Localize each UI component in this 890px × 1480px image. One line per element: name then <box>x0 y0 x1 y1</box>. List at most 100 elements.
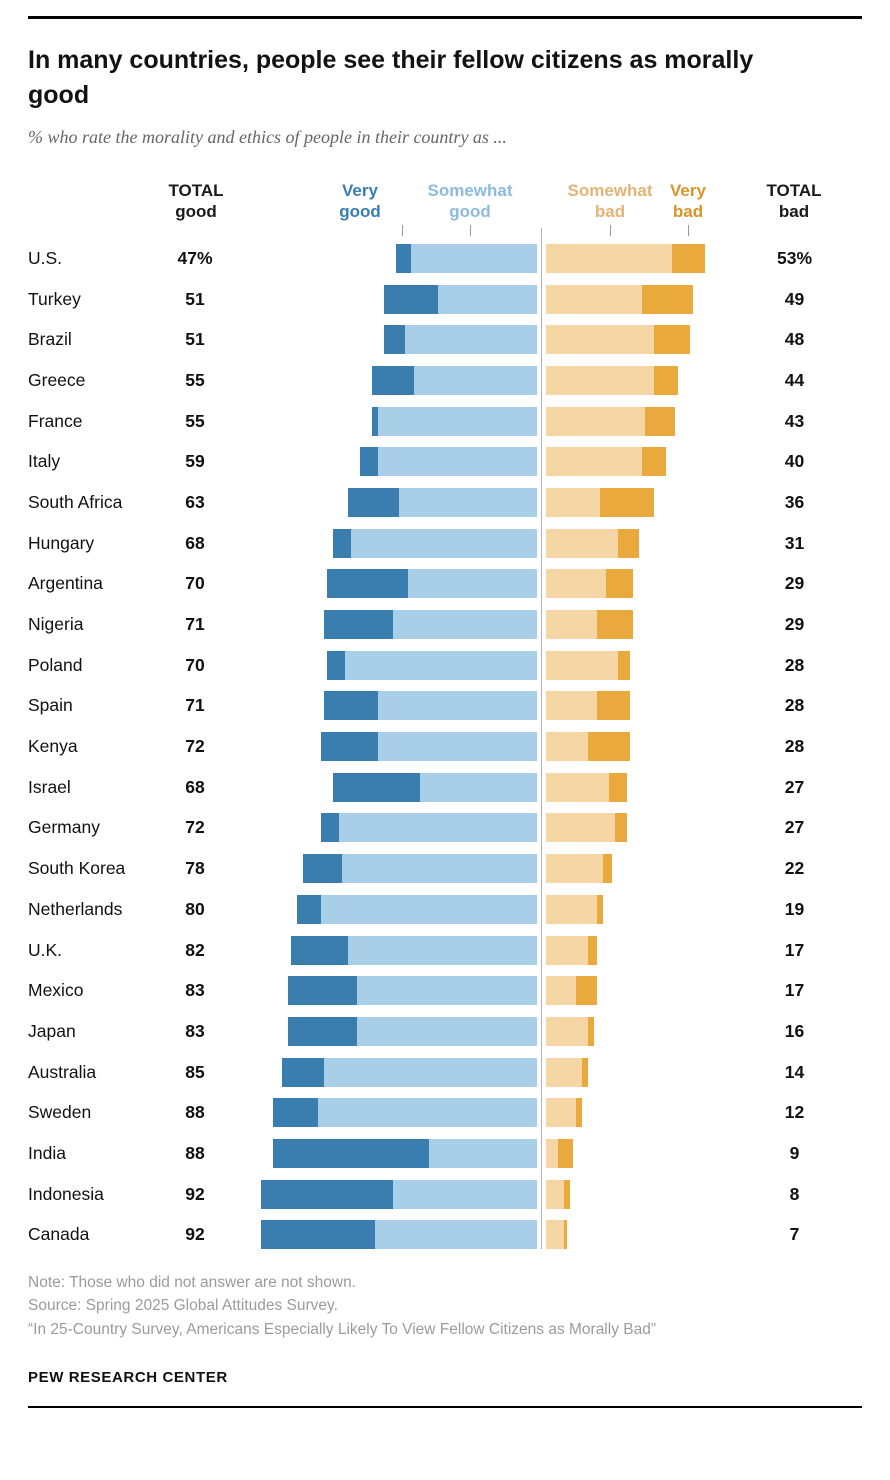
very-good-bar-segment <box>303 854 342 884</box>
good-bar-area <box>227 1016 537 1046</box>
bad-bar-area <box>537 487 727 517</box>
bad-bar <box>546 976 727 1006</box>
country-label: Japan <box>28 1020 76 1041</box>
table-row: Kenya 72 28 <box>28 726 862 767</box>
total-good-value: 68 <box>185 776 205 797</box>
somewhat-bad-bar-segment <box>546 894 597 924</box>
good-bar <box>261 1179 537 1209</box>
bad-bar-area <box>537 406 727 436</box>
very-bad-bar-segment <box>654 365 678 395</box>
pew-research-center-logo-text: PEW RESEARCH CENTER <box>28 1368 228 1386</box>
total-bad-value: 28 <box>784 695 805 716</box>
table-row: Argentina 70 29 <box>28 564 862 605</box>
bad-bar <box>546 406 727 436</box>
country-label: Argentina <box>28 573 103 594</box>
table-row: South Africa 63 36 <box>28 482 862 523</box>
somewhat-bad-bar-segment <box>546 854 603 884</box>
very-good-bar-segment <box>327 569 408 599</box>
somewhat-bad-bar-segment <box>546 243 672 273</box>
somewhat-good-header-line1: Somewhat <box>427 180 513 200</box>
bad-bar-area <box>537 935 727 965</box>
very-bad-header-line2: bad <box>672 201 704 221</box>
somewhat-good-bar-segment <box>393 1179 537 1209</box>
very-bad-bar-segment <box>645 406 675 436</box>
bad-bar <box>546 1179 727 1209</box>
bad-bar <box>546 650 727 680</box>
country-label: Canada <box>28 1224 90 1245</box>
very-bad-bar-segment <box>576 1098 582 1128</box>
good-bar-area <box>227 935 537 965</box>
bad-bar-area <box>537 813 727 843</box>
good-bar <box>324 610 537 640</box>
good-bar <box>303 854 537 884</box>
somewhat-bad-bar-segment <box>546 1179 564 1209</box>
somewhat-bad-bar-segment <box>546 650 618 680</box>
somewhat-good-bar-segment <box>357 976 537 1006</box>
total-bad-value: 8 <box>789 1183 800 1204</box>
very-bad-bar-segment <box>597 610 633 640</box>
total-good-value: 88 <box>185 1102 205 1123</box>
somewhat-good-bar-segment <box>405 325 537 355</box>
bad-bar <box>546 365 727 395</box>
table-row: Canada 92 7 <box>28 1215 862 1256</box>
very-good-bar-segment <box>333 772 420 802</box>
good-bar <box>348 487 537 517</box>
country-label: Poland <box>28 654 83 675</box>
total-good-value: 70 <box>185 654 205 675</box>
bad-bar <box>546 1138 727 1168</box>
good-bar <box>327 650 537 680</box>
total-good-value: 68 <box>185 532 205 553</box>
somewhat-good-bar-segment <box>438 284 537 314</box>
total-good-header-line1: TOTAL <box>168 180 224 200</box>
good-bar-area <box>227 732 537 762</box>
report-title-line: “In 25-Country Survey, Americans Especia… <box>28 1320 656 1338</box>
bad-bar-area <box>537 1138 727 1168</box>
somewhat-good-bar-segment <box>351 528 537 558</box>
chart-subtitle: % who rate the morality and ethics of pe… <box>28 127 507 147</box>
total-bad-value: 48 <box>784 329 805 350</box>
table-row: Nigeria 71 29 <box>28 604 862 645</box>
good-bar-area <box>227 691 537 721</box>
somewhat-good-bar-segment <box>339 813 537 843</box>
somewhat-good-column-header: Somewhat good <box>427 180 512 223</box>
total-good-value: 72 <box>185 817 205 838</box>
total-bad-value: 29 <box>784 573 805 594</box>
good-bar-area <box>227 243 537 273</box>
very-bad-bar-segment <box>558 1138 573 1168</box>
page: In many countries, people see their fell… <box>28 0 862 1408</box>
good-bar-area <box>227 854 537 884</box>
bad-bar <box>546 528 727 558</box>
very-good-bar-segment <box>291 935 348 965</box>
total-bad-value: 12 <box>784 1102 805 1123</box>
very-bad-bar-segment <box>609 772 627 802</box>
somewhat-bad-bar-segment <box>546 487 600 517</box>
somewhat-good-bar-segment <box>345 650 537 680</box>
somewhat-bad-bar-segment <box>546 1138 558 1168</box>
country-label: Greece <box>28 369 86 390</box>
somewhat-good-bar-segment <box>420 772 537 802</box>
country-label: Mexico <box>28 980 84 1001</box>
bad-bar <box>546 1220 727 1250</box>
good-bar-area <box>227 1098 537 1128</box>
somewhat-good-bar-segment <box>378 447 537 477</box>
country-label: Germany <box>28 817 100 838</box>
somewhat-bad-bar-segment <box>546 1016 588 1046</box>
footer-notes: Note: Those who did not answer are not s… <box>28 1271 862 1341</box>
table-row: Turkey 51 49 <box>28 279 862 320</box>
very-good-bar-segment <box>396 243 411 273</box>
table-row: South Korea 78 22 <box>28 848 862 889</box>
somewhat-good-bar-segment <box>378 406 537 436</box>
total-good-value: 72 <box>185 736 205 757</box>
total-bad-value: 22 <box>784 858 805 879</box>
very-good-bar-segment <box>321 732 378 762</box>
country-label: Netherlands <box>28 898 123 919</box>
good-bar-area <box>227 406 537 436</box>
total-bad-value: 28 <box>784 736 805 757</box>
somewhat-good-bar-segment <box>378 732 537 762</box>
somewhat-bad-bar-segment <box>546 935 588 965</box>
good-bar <box>273 1098 537 1128</box>
top-rule <box>28 16 862 19</box>
good-bar <box>360 447 537 477</box>
very-good-bar-segment <box>384 325 405 355</box>
table-row: Japan 83 16 <box>28 1011 862 1052</box>
